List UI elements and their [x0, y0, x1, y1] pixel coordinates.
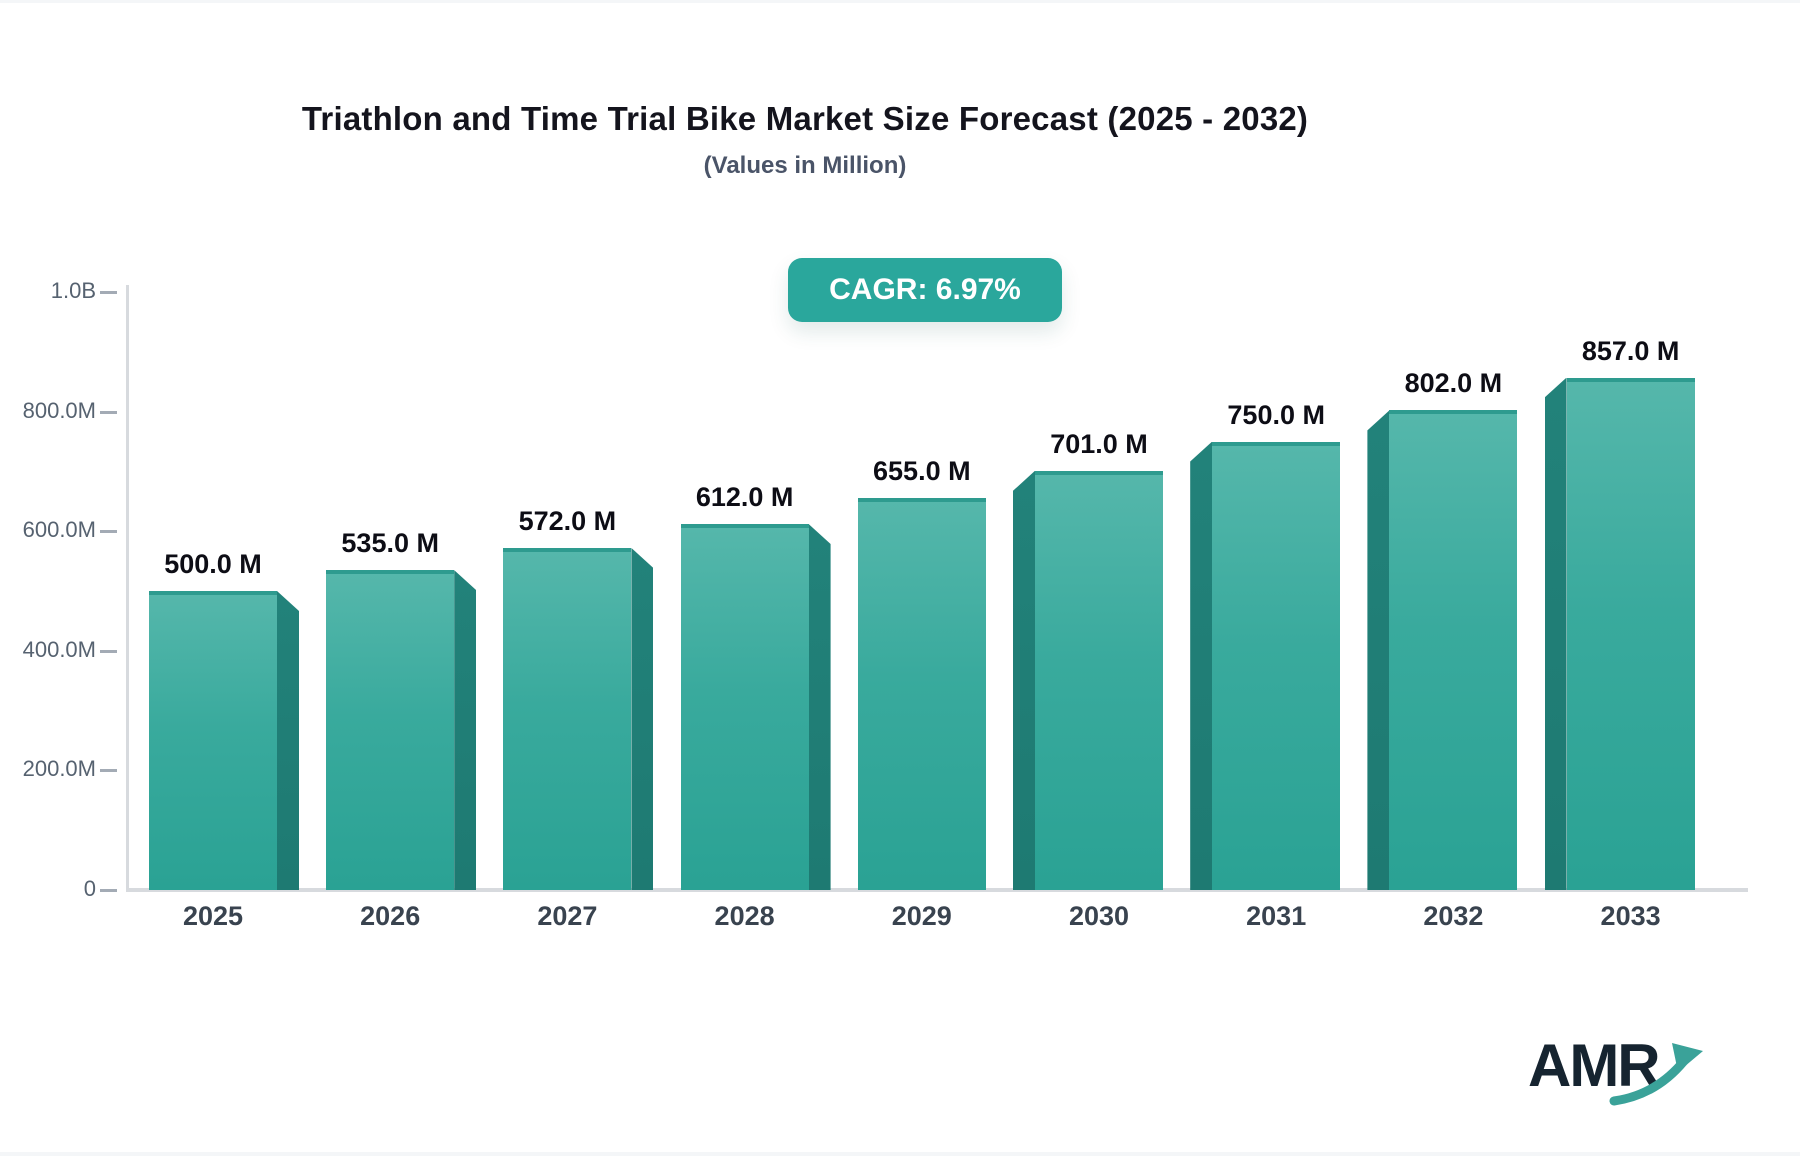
bar	[1212, 441, 1341, 890]
y-axis-tick	[100, 649, 117, 653]
bar	[1566, 377, 1695, 890]
bar-side	[454, 570, 477, 890]
y-axis-tick	[100, 530, 117, 534]
x-axis-label: 2026	[360, 901, 421, 931]
bar-value-label: 655.0 M	[873, 456, 971, 487]
bar-side	[808, 524, 831, 890]
bar	[1389, 410, 1518, 890]
bar	[326, 570, 455, 890]
bar-value-label: 535.0 M	[341, 528, 439, 559]
x-axis-line	[126, 888, 1748, 892]
x-axis-label: 2025	[182, 901, 244, 931]
bar-value-label: 500.0 M	[164, 549, 262, 579]
y-axis-tick	[100, 889, 117, 892]
bar-side	[277, 591, 299, 890]
bar	[503, 547, 632, 890]
y-axis-tick-label: 200.0M	[22, 756, 96, 782]
x-axis-label: 2033	[1600, 901, 1661, 931]
bar-side	[1190, 441, 1213, 890]
x-axis-label: 2031	[1246, 901, 1307, 931]
x-axis-label: 2032	[1423, 901, 1484, 931]
x-axis-label: 2030	[1068, 901, 1130, 931]
brand-logo: AMR	[1528, 1031, 1728, 1121]
bar	[1035, 470, 1163, 890]
bar-side	[1544, 377, 1567, 890]
y-axis-tick-label: 1.0B	[50, 278, 96, 303]
x-axis-label: 2029	[891, 901, 952, 931]
bar	[149, 591, 277, 890]
bar-value-label: 572.0 M	[518, 505, 617, 536]
y-axis-tick-label: 0	[83, 876, 96, 901]
x-axis-label: 2027	[537, 901, 598, 931]
y-axis-tick-label: 600.0M	[22, 517, 96, 543]
bar-value-label: 802.0 M	[1404, 368, 1503, 399]
brand-logo-text: AMR	[1528, 1032, 1661, 1099]
y-axis-line	[126, 285, 129, 892]
bar-side	[1367, 410, 1390, 890]
bar-value-label: 750.0 M	[1227, 399, 1325, 430]
chart-title: Triathlon and Time Trial Bike Market Siz…	[301, 100, 1309, 137]
chart-subtitle: (Values in Million)	[703, 152, 907, 179]
bar-value-label: 612.0 M	[695, 482, 794, 513]
y-axis-tick	[100, 410, 117, 414]
bar-side	[631, 547, 654, 890]
bar-value-label: 857.0 M	[1581, 335, 1680, 366]
growth-arrow-icon	[1609, 1043, 1703, 1106]
bar-value-label: 701.0 M	[1050, 428, 1148, 459]
y-axis-tick-label: 400.0M	[22, 636, 96, 662]
y-axis-tick-label: 800.0M	[22, 397, 96, 423]
bar-side	[1013, 470, 1035, 890]
y-axis-tick	[100, 769, 117, 773]
bar	[857, 498, 986, 890]
bar	[680, 524, 809, 890]
cagr-badge: CAGR: 6.97%	[788, 258, 1062, 322]
y-axis-tick	[100, 291, 117, 294]
x-axis-label: 2028	[714, 901, 775, 931]
